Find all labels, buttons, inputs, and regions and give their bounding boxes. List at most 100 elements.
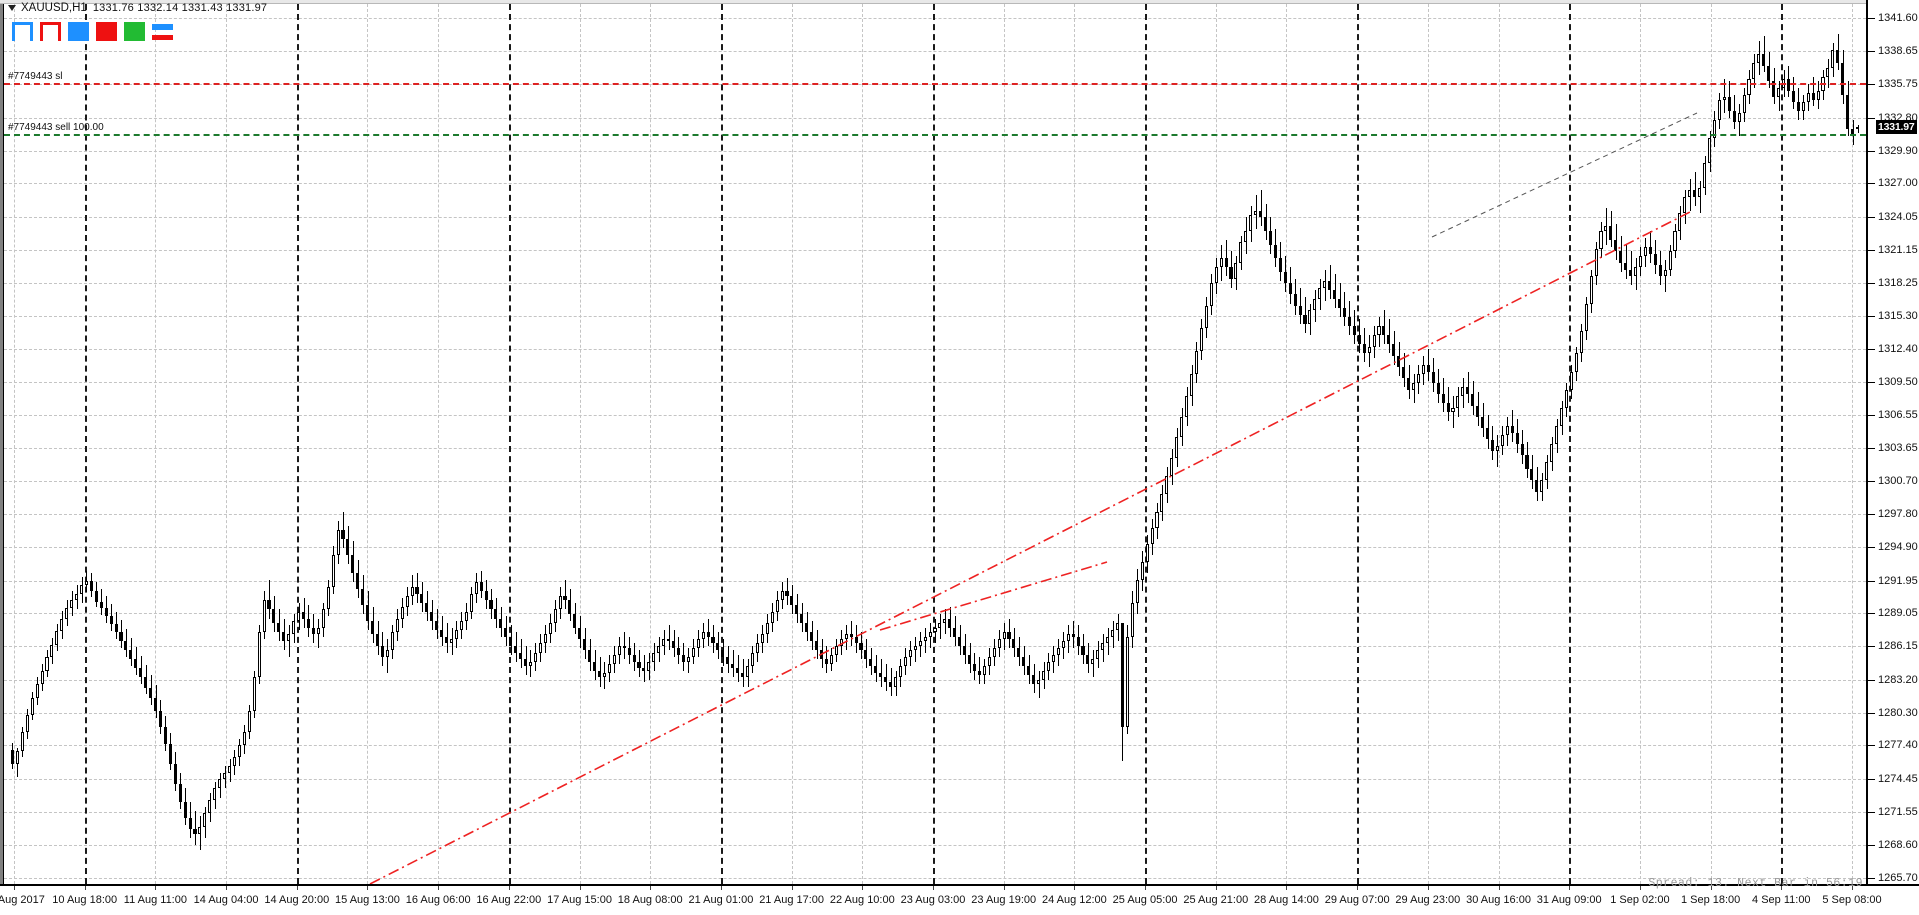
candle-body-bull (1816, 90, 1820, 100)
price-tick (1868, 613, 1875, 615)
candle-body-bull (775, 600, 779, 612)
price-tick-label: 1294.90 (1878, 541, 1918, 554)
candle-body-bull (1451, 407, 1455, 413)
candle-body-bull (1140, 561, 1144, 580)
candle-body-bull (647, 661, 651, 671)
candle-body-bear (642, 668, 646, 671)
grid-line-vertical (14, 4, 15, 884)
price-axis[interactable]: 1341.60 1338.65 1335.75 1332.80 1329.90 1327.… (1866, 0, 1919, 884)
candle-body-bull (1555, 425, 1559, 445)
candle-body-bear (524, 659, 528, 667)
candle-body-bull (25, 714, 29, 732)
candle-wick (1665, 260, 1666, 293)
candle-body-bear (94, 591, 98, 602)
candle-body-bear (1392, 344, 1396, 356)
grid-line-vertical (1145, 4, 1148, 884)
candle-body-bear (366, 604, 370, 621)
price-tick (1868, 150, 1875, 152)
sell-order-line[interactable] (4, 133, 1866, 136)
time-tick (508, 886, 510, 890)
candle-body-bull (1569, 371, 1573, 390)
candle-body-bear (889, 681, 893, 687)
candle-body-bear (99, 601, 103, 609)
candle-body-bear (854, 636, 858, 644)
time-tick-label: 22 Aug 10:00 (829, 894, 895, 906)
candle-wick (669, 625, 670, 651)
plot-left-scrollbar[interactable] (0, 0, 3, 884)
candle-body-bull (242, 731, 246, 746)
price-tick (1868, 183, 1875, 185)
candle-body-bull (1579, 330, 1583, 354)
candle-body-bull (1698, 187, 1702, 198)
top-scrollbar-strip[interactable] (0, 0, 1919, 4)
time-tick-label: 4 Sep 11:00 (1752, 894, 1811, 906)
price-tick (1868, 249, 1875, 251)
candle-body-bull (1708, 138, 1712, 164)
candle-body-bull (30, 697, 34, 715)
price-tick (1868, 778, 1875, 780)
candle-body-bear (1382, 326, 1386, 336)
candle-body-bear (1303, 314, 1307, 324)
price-tick (1868, 282, 1875, 284)
candle-body-bull (1372, 335, 1376, 347)
channel-dashed-line[interactable] (1431, 112, 1698, 238)
candle-body-bear (632, 654, 636, 662)
candle-wick (1631, 251, 1632, 286)
candle-body-bull (746, 666, 750, 678)
candle-body-bull (247, 711, 251, 732)
candle-body-bull (943, 618, 947, 624)
chart-plot-area[interactable]: #7749443 sl #7749443 sell 100.00 (0, 0, 1866, 884)
candle-body-bear (1490, 439, 1494, 451)
candle-body-bear (1471, 394, 1475, 406)
candle-body-bear (1836, 49, 1840, 64)
grid-line-horizontal (4, 18, 1866, 19)
price-tick (1868, 845, 1875, 847)
candle-body-bull (326, 586, 330, 610)
candle-body-bear (1525, 455, 1529, 469)
symbol-label: XAUUSD,H1 (21, 2, 87, 14)
candle-body-bull (1806, 92, 1810, 102)
price-tick (1868, 679, 1875, 681)
price-tick (1868, 381, 1875, 383)
price-tick-label: 1277.40 (1878, 739, 1918, 752)
candle-body-bull (1160, 493, 1164, 512)
candle-body-bull (1125, 636, 1129, 728)
candle-body-bull (1668, 251, 1672, 270)
candle-body-bear (1342, 308, 1346, 318)
candle-body-bull (50, 644, 54, 658)
candle-body-bear (859, 643, 863, 651)
candle-body-bull (1323, 280, 1327, 288)
price-tick-label: 1315.30 (1878, 309, 1918, 322)
time-axis[interactable]: 10 Aug 2017 10 Aug 18:00 11 Aug 11:00 14 Au… (0, 884, 1919, 915)
grid-line-horizontal (4, 282, 1866, 284)
candle-body-bull (223, 772, 227, 780)
candle-body-bull (652, 652, 656, 662)
candle-body-bear (1288, 283, 1292, 295)
time-tick-label: 11 Aug 11:00 (123, 894, 187, 906)
chevron-down-icon[interactable] (8, 5, 16, 12)
candle-body-bear (1762, 54, 1766, 66)
price-tick-label: 1286.15 (1878, 640, 1918, 653)
candle-body-bear (1362, 344, 1366, 354)
candle-body-bear (1772, 81, 1776, 98)
candle-body-bear (805, 623, 809, 633)
candle-wick (1453, 396, 1454, 429)
candle-body-bull (903, 657, 907, 667)
grid-line-vertical (508, 4, 511, 884)
price-tick-label: 1312.40 (1878, 342, 1918, 355)
time-tick-label: 29 Aug 07:00 (1324, 894, 1390, 906)
candle-body-bull (1145, 543, 1149, 562)
candle-body-bear (676, 647, 680, 655)
status-spread-text: Spread: 13. Next Bar in 56:19 (1648, 877, 1863, 890)
candle-body-bull (933, 627, 937, 633)
candle-body-bull (1643, 246, 1647, 256)
grid-line-horizontal (4, 878, 1866, 879)
candle-body-bear (1811, 92, 1815, 100)
candle-body-bear (445, 636, 449, 644)
grid-line-vertical (1781, 4, 1784, 884)
grid-line-horizontal (4, 481, 1866, 483)
stop-loss-line[interactable] (4, 82, 1866, 85)
candle-body-bull (1564, 389, 1568, 408)
price-tick-label: 1341.60 (1878, 12, 1918, 24)
time-tick (720, 886, 722, 890)
